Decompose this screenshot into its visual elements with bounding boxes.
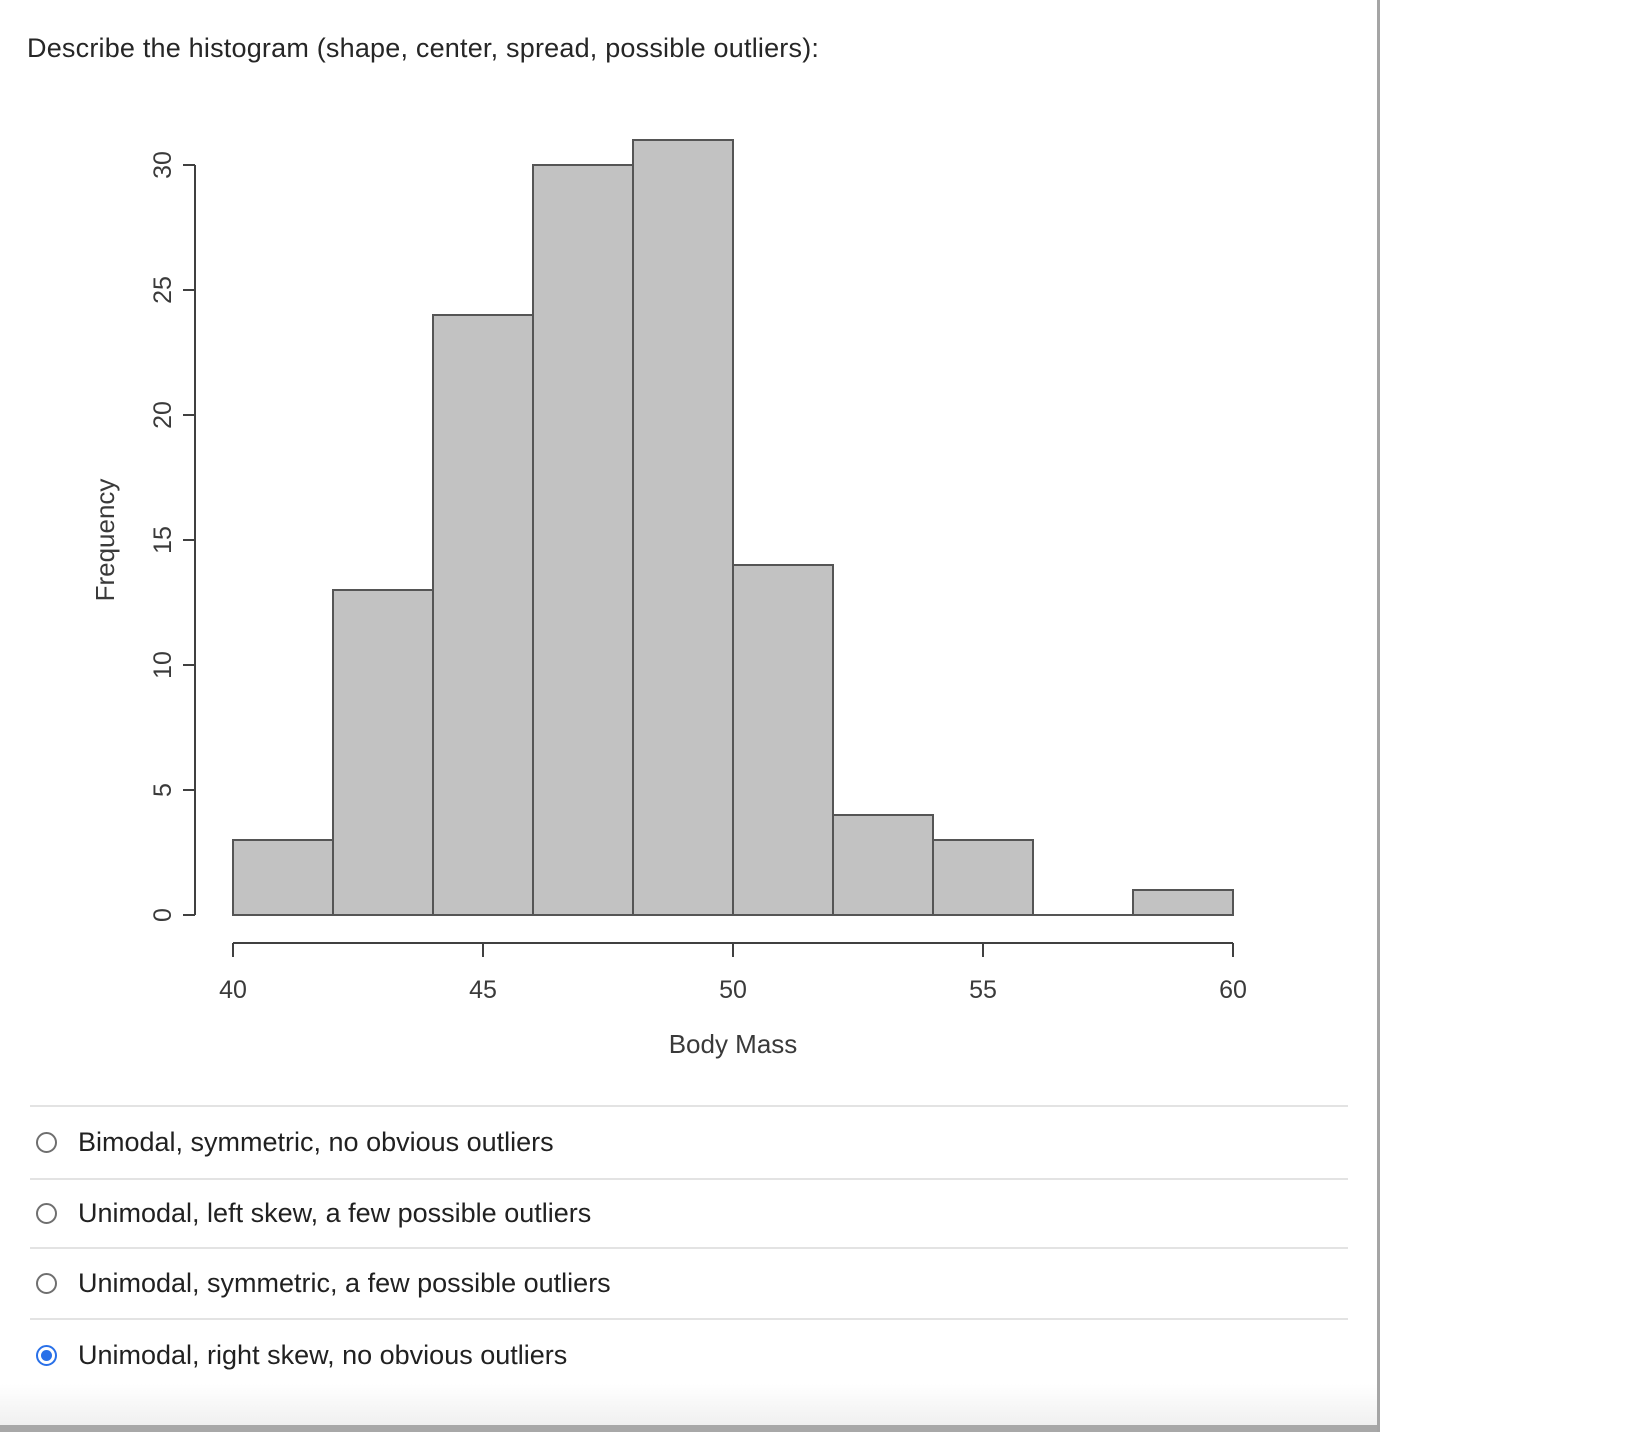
- y-axis-title: Frequency: [90, 479, 120, 602]
- histogram-bar: [732, 564, 834, 916]
- panel-bottom-fade: [0, 1384, 1378, 1425]
- x-tick-label: 40: [219, 976, 247, 1004]
- option-label[interactable]: Bimodal, symmetric, no obvious outliers: [78, 1127, 554, 1157]
- histogram-bar: [932, 839, 1034, 916]
- histogram-bar: [632, 139, 734, 916]
- radio-button-selected[interactable]: [36, 1344, 57, 1366]
- panel-bottom-edge: [0, 1425, 1378, 1432]
- question-panel: Describe the histogram (shape, center, s…: [0, 33, 1378, 1432]
- y-tick-label: 5: [149, 783, 177, 797]
- y-tick-label: 0: [149, 908, 177, 922]
- option-label[interactable]: Unimodal, symmetric, a few possible outl…: [78, 1268, 611, 1298]
- y-tick-label: 20: [149, 401, 177, 429]
- histogram-bar: [1132, 889, 1234, 916]
- histogram-bar: [332, 589, 434, 916]
- x-tick-label: 55: [969, 976, 997, 1004]
- histogram-bar: [532, 164, 634, 916]
- radio-button-unselected[interactable]: [36, 1273, 57, 1294]
- y-tick-label: 15: [149, 526, 177, 554]
- option-label[interactable]: Unimodal, right skew, no obvious outlier…: [78, 1339, 568, 1370]
- radio-button-unselected[interactable]: [36, 1203, 57, 1224]
- question-title: Describe the histogram (shape, center, s…: [27, 33, 820, 63]
- option-row-bimodal-symmetric[interactable]: Bimodal, symmetric, no obvious outliers: [30, 1105, 1348, 1178]
- x-tick-label: 45: [469, 976, 497, 1004]
- radio-dot: [41, 1349, 52, 1361]
- radio-button-unselected[interactable]: [36, 1132, 57, 1153]
- y-tick-label: 25: [149, 276, 177, 304]
- histogram-bar: [232, 839, 334, 916]
- option-row-unimodal-right-skew[interactable]: Unimodal, right skew, no obvious outlier…: [30, 1318, 1348, 1390]
- x-tick-label: 60: [1219, 976, 1247, 1004]
- option-label[interactable]: Unimodal, left skew, a few possible outl…: [78, 1198, 592, 1228]
- y-tick-label: 10: [149, 651, 177, 679]
- x-axis-title: Body Mass: [669, 1029, 798, 1059]
- histogram-bar: [832, 814, 934, 916]
- panel-right-border: [1377, 0, 1380, 1432]
- x-tick-label: 50: [719, 976, 747, 1004]
- option-row-unimodal-symmetric[interactable]: Unimodal, symmetric, a few possible outl…: [30, 1247, 1348, 1318]
- histogram-chart: 0 5 10 15 20 25 30 Frequency 40 45 50 55 60 Body Mass: [90, 139, 1247, 1059]
- y-tick-label: 30: [149, 151, 177, 179]
- option-row-unimodal-left-skew[interactable]: Unimodal, left skew, a few possible outl…: [30, 1178, 1348, 1247]
- histogram-bar: [432, 314, 534, 916]
